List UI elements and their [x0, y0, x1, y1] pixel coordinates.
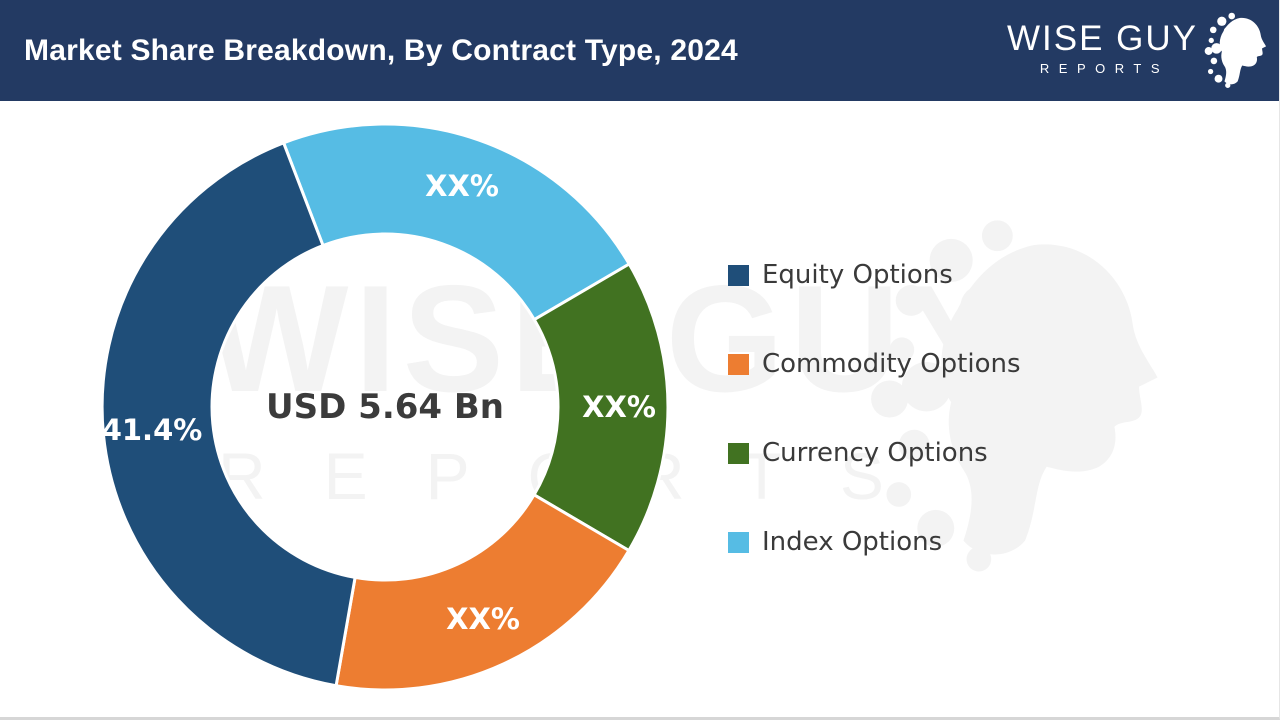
- legend: Equity Options Commodity Options Currency …: [728, 258, 1021, 559]
- logo-wordmark: WISE GUY: [1006, 19, 1198, 58]
- legend-item-commodity-options: Commodity Options: [728, 347, 1021, 381]
- wise-guy-logo: WISE GUY REPORTS: [1007, 0, 1270, 101]
- segment-equity-options: [100, 140, 357, 688]
- legend-label-commodity-options: Commodity Options: [762, 349, 1021, 379]
- page-title: Market Share Breakdown, By Contract Type…: [24, 33, 738, 67]
- legend-label-index-options: Index Options: [762, 527, 943, 557]
- logo-head-icon: [1204, 12, 1267, 88]
- segment-index-options: [281, 122, 632, 322]
- legend-label-equity-options: Equity Options: [762, 260, 953, 290]
- legend-item-currency-options: Currency Options: [728, 436, 1021, 470]
- legend-swatch-equity-options: [728, 264, 749, 286]
- donut-center-label: USD 5.64 Bn: [266, 387, 504, 427]
- legend-swatch-commodity-options: [728, 353, 749, 375]
- legend-swatch-currency-options: [728, 442, 749, 464]
- logo-subtitle: REPORTS: [1039, 61, 1170, 76]
- legend-item-equity-options: Equity Options: [728, 258, 1021, 292]
- header: Market Share Breakdown, By Contract Type…: [0, 0, 1279, 101]
- segment-commodity-options: [334, 492, 631, 692]
- legend-label-currency-options: Currency Options: [762, 438, 988, 468]
- legend-item-index-options: Index Options: [728, 525, 1021, 559]
- logo-text: WISE GUY REPORTS: [1007, 19, 1198, 76]
- segment-currency-options: [532, 261, 670, 553]
- legend-swatch-index-options: [728, 531, 749, 553]
